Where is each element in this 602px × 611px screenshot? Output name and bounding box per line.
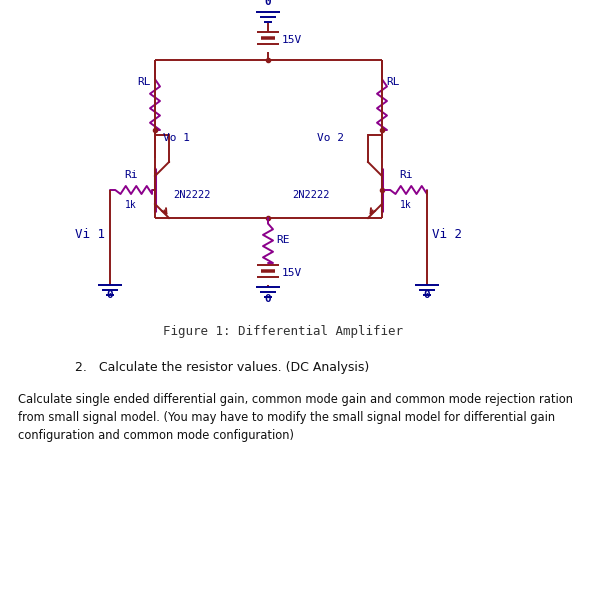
- Text: Vi 2: Vi 2: [432, 229, 462, 241]
- Text: 0: 0: [424, 290, 430, 300]
- Text: 1k: 1k: [400, 200, 412, 210]
- Text: 0: 0: [265, 294, 272, 304]
- Text: 0: 0: [107, 290, 113, 300]
- Text: RE: RE: [276, 235, 290, 245]
- Text: RL: RL: [386, 77, 400, 87]
- Text: Calculate single ended differential gain, common mode gain and common mode rejec: Calculate single ended differential gain…: [18, 392, 573, 442]
- Text: 2N2222: 2N2222: [173, 190, 211, 200]
- Text: Vi 1: Vi 1: [75, 229, 105, 241]
- Text: Vo 1: Vo 1: [163, 133, 190, 143]
- Text: 15V: 15V: [282, 35, 302, 45]
- Text: 0: 0: [265, 0, 272, 7]
- Text: 2.   Calculate the resistor values. (DC Analysis): 2. Calculate the resistor values. (DC An…: [75, 360, 369, 373]
- Text: Vo 2: Vo 2: [317, 133, 344, 143]
- Text: Ri: Ri: [399, 170, 413, 180]
- Text: 1k: 1k: [125, 200, 137, 210]
- Text: Figure 1: Differential Amplifier: Figure 1: Differential Amplifier: [163, 326, 403, 338]
- Text: RL: RL: [137, 77, 151, 87]
- Text: Ri: Ri: [124, 170, 138, 180]
- Text: 15V: 15V: [282, 268, 302, 278]
- Text: 2N2222: 2N2222: [292, 190, 329, 200]
